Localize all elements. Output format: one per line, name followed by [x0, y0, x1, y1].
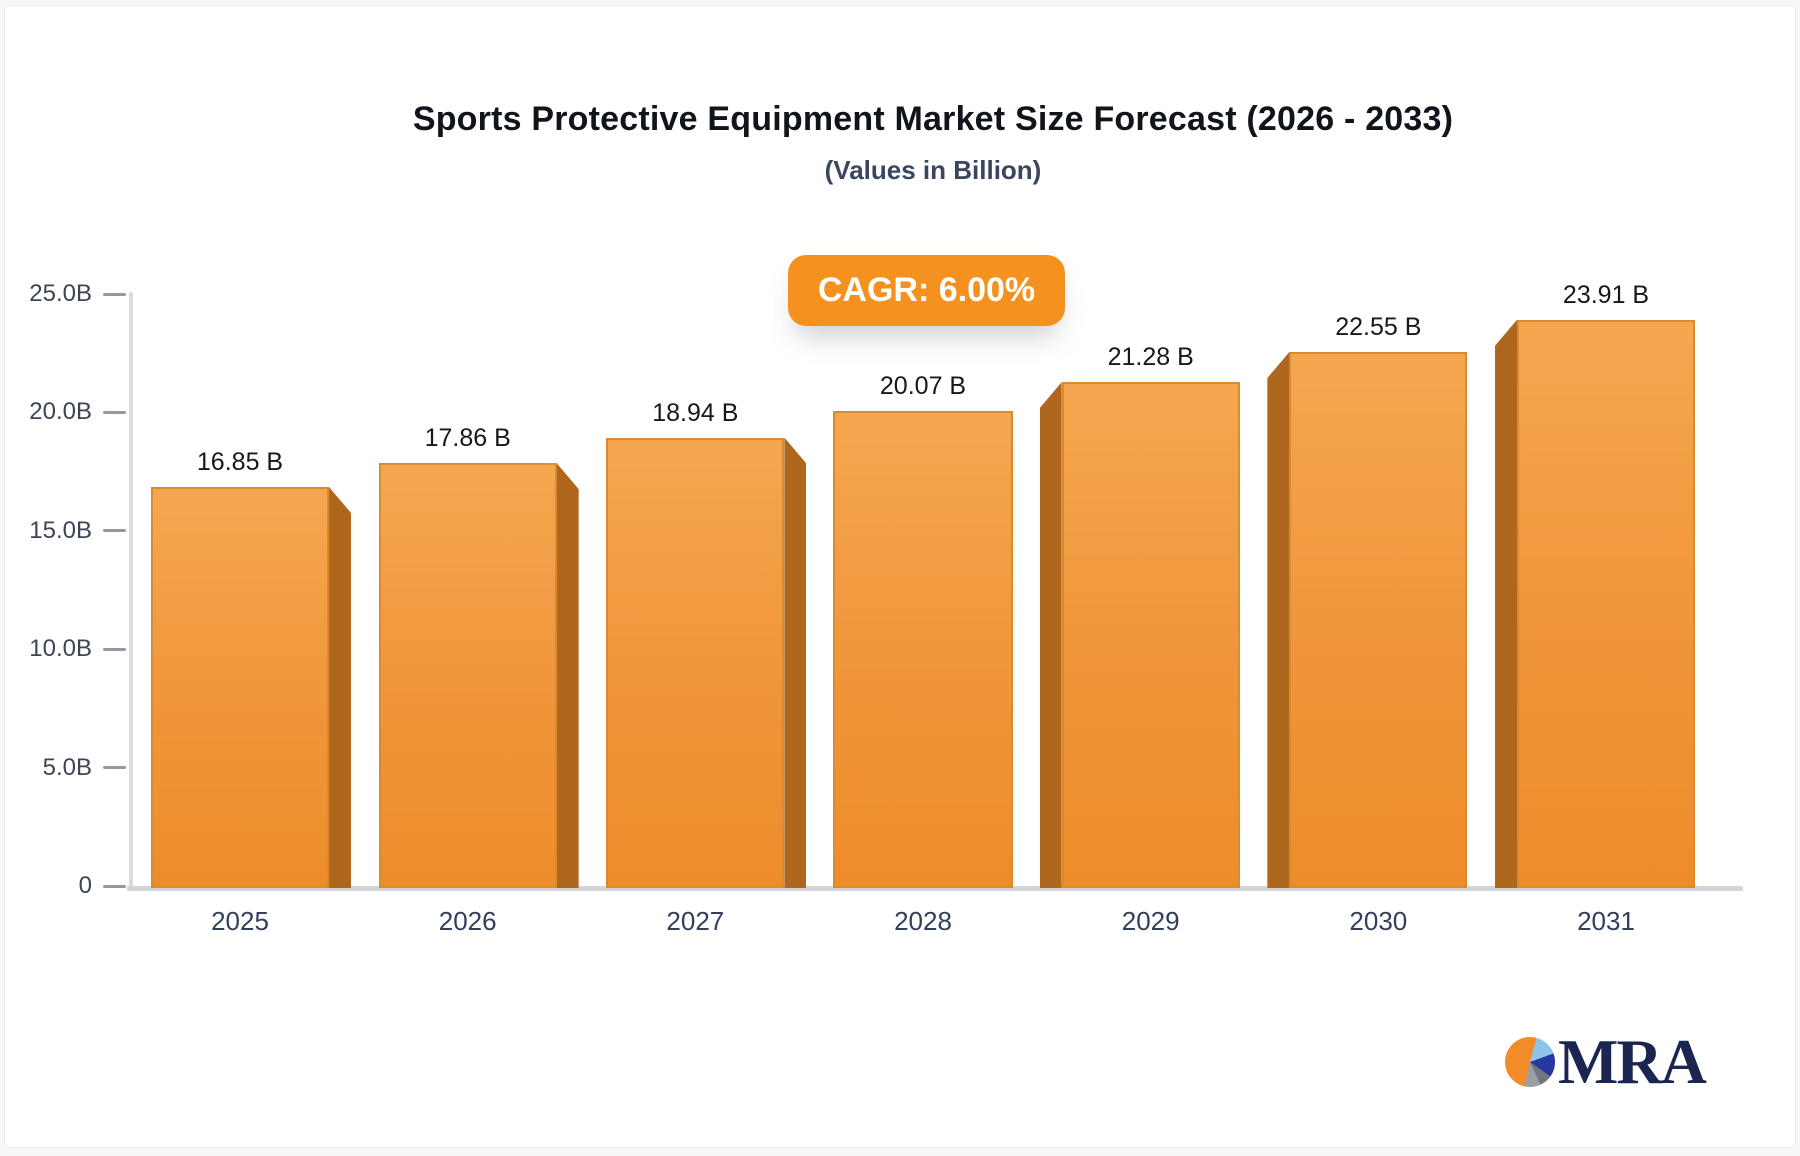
bar-side-3d — [1267, 352, 1290, 888]
bar-side-3d — [556, 463, 579, 888]
bar-value-label: 18.94 B — [652, 398, 739, 427]
chart-title: Sports Protective Equipment Market Size … — [412, 100, 1454, 138]
x-axis-category-label: 2026 — [438, 906, 497, 936]
y-axis-tick-label: 25.0B — [29, 280, 92, 307]
x-axis-category-label: 2030 — [1349, 906, 1408, 936]
bar-face — [151, 486, 329, 888]
y-axis-tick-label: 20.0B — [29, 398, 92, 426]
bar-side-3d — [1039, 382, 1062, 888]
bar-side-3d — [784, 437, 807, 888]
bar-face — [1517, 319, 1696, 888]
cagr-badge: CAGR: 6.00% — [788, 255, 1065, 326]
x-axis-category-label: 2027 — [666, 906, 725, 936]
chart-header: Sports Protective Equipment Market Size … — [66, 100, 1800, 186]
x-axis-category-label: 2029 — [1121, 906, 1180, 936]
bar-2028 — [833, 410, 1013, 888]
bar-2031 — [1495, 319, 1696, 888]
bar-value-label: 23.91 B — [1562, 280, 1650, 309]
bar-side-3d — [329, 486, 351, 888]
y-axis-tick-label: 0 — [78, 872, 92, 899]
chart-subtitle: (Values in Billion) — [824, 155, 1042, 185]
y-axis-tick-mark — [103, 766, 126, 770]
bar-value-label: 17.86 B — [424, 424, 511, 453]
bar-value-label: 20.07 B — [879, 371, 967, 400]
bar-2029 — [1039, 382, 1240, 888]
x-axis-category-label: 2028 — [894, 906, 952, 936]
bar-2025 — [151, 486, 351, 888]
y-axis-tick-mark — [103, 647, 126, 651]
pie-chart-logo-icon — [1505, 1037, 1555, 1087]
bar-2030 — [1267, 352, 1468, 888]
bar-face — [833, 410, 1013, 888]
bar-face — [1289, 352, 1468, 888]
y-axis-tick-mark — [103, 529, 126, 533]
bar-value-label: 21.28 B — [1107, 343, 1194, 372]
x-axis-baseline — [127, 886, 1743, 891]
y-axis-tick-mark — [103, 292, 126, 296]
bar-side-3d — [1495, 319, 1518, 888]
bar-2027 — [606, 437, 807, 888]
cagr-badge-label: CAGR: 6.00% — [817, 271, 1036, 309]
y-axis-tick-mark — [103, 884, 126, 888]
bar-2026 — [378, 463, 579, 888]
x-axis-category-label: 2025 — [211, 906, 269, 936]
y-axis-tick-mark — [103, 410, 126, 414]
y-axis-tick-label: 15.0B — [29, 516, 92, 544]
brand-logo-text: MRA — [1558, 1026, 1707, 1097]
y-axis-line — [129, 292, 133, 890]
bar-value-label: 22.55 B — [1335, 313, 1422, 342]
brand-logo: MRA — [1505, 1026, 1707, 1097]
bar-face — [1061, 382, 1240, 888]
bar-face — [606, 437, 785, 888]
y-axis-tick-label: 5.0B — [42, 753, 92, 781]
bar-face — [378, 463, 557, 888]
bar-value-label: 16.85 B — [196, 447, 284, 476]
y-axis-tick-label: 10.0B — [29, 635, 92, 663]
x-axis-category-label: 2031 — [1577, 906, 1635, 936]
